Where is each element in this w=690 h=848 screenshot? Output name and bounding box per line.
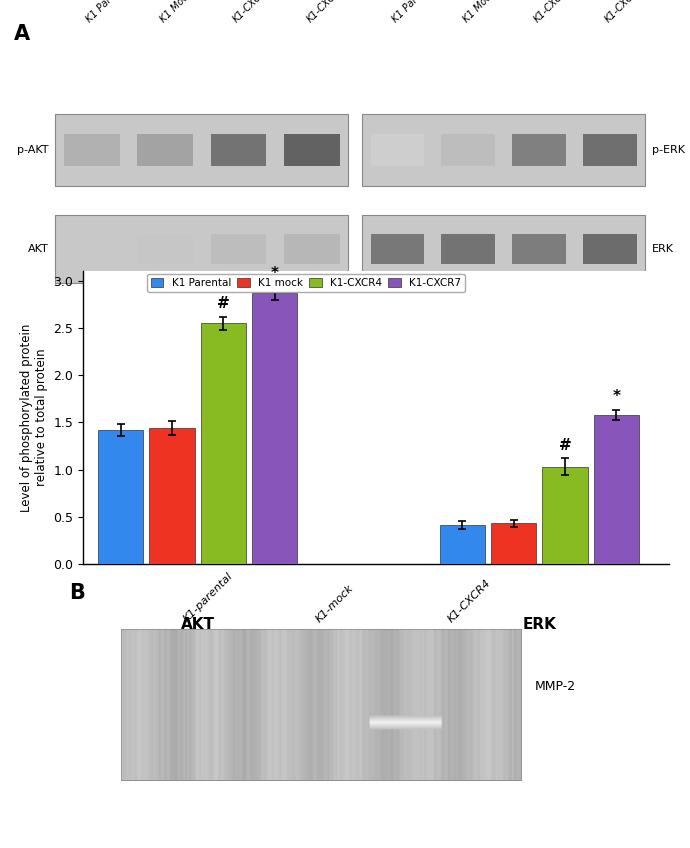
Bar xyxy=(371,234,424,265)
Bar xyxy=(149,428,195,564)
Legend: K1 Parental, K1 mock, K1-CXCR4, K1-CXCR7: K1 Parental, K1 mock, K1-CXCR4, K1-CXCR7 xyxy=(147,274,466,292)
Bar xyxy=(362,114,645,187)
Text: K1-parental: K1-parental xyxy=(181,572,235,624)
Text: K1-mock: K1-mock xyxy=(314,583,355,624)
Bar xyxy=(137,234,193,265)
Bar xyxy=(210,234,266,265)
Bar xyxy=(284,234,339,265)
Text: K1 Mock: K1 Mock xyxy=(158,0,195,25)
Bar xyxy=(64,134,120,166)
Text: AKT: AKT xyxy=(28,244,48,254)
Text: K1-CXCR4: K1-CXCR4 xyxy=(446,577,493,624)
Text: K1 Parental: K1 Parental xyxy=(391,0,437,25)
Bar xyxy=(210,134,266,166)
Bar xyxy=(440,525,485,564)
Text: K1 Mock: K1 Mock xyxy=(462,0,497,25)
Bar xyxy=(55,114,348,187)
Text: K1-CXCR7: K1-CXCR7 xyxy=(305,0,346,25)
Bar xyxy=(64,234,120,265)
Text: p-ERK: p-ERK xyxy=(652,145,685,155)
Bar xyxy=(491,523,536,564)
Bar xyxy=(137,134,193,166)
Text: *: * xyxy=(613,389,620,404)
Bar xyxy=(362,215,645,283)
Bar xyxy=(583,234,637,265)
Text: K1-CXCR7: K1-CXCR7 xyxy=(603,0,644,25)
Bar xyxy=(284,134,339,166)
Text: #: # xyxy=(217,296,230,311)
Text: AKT: AKT xyxy=(181,616,215,632)
Bar xyxy=(98,430,144,564)
Text: ERK: ERK xyxy=(652,244,674,254)
Text: ERK: ERK xyxy=(522,616,556,632)
Bar xyxy=(442,134,495,166)
Text: B: B xyxy=(69,583,85,603)
Bar xyxy=(512,134,566,166)
Bar xyxy=(442,234,495,265)
Bar xyxy=(593,415,639,564)
Text: p-AKT: p-AKT xyxy=(17,145,48,155)
Bar xyxy=(542,466,588,564)
Text: *: * xyxy=(270,265,279,281)
Text: K1-CXCR4: K1-CXCR4 xyxy=(231,0,273,25)
Text: #: # xyxy=(559,438,571,453)
Y-axis label: Level of phosphorylated protein
relative to total protein: Level of phosphorylated protein relative… xyxy=(19,323,48,512)
Bar xyxy=(121,628,521,780)
Bar xyxy=(55,215,348,283)
Text: K1-CXCR4: K1-CXCR4 xyxy=(532,0,574,25)
Text: A: A xyxy=(14,25,30,44)
Bar xyxy=(371,134,424,166)
Bar xyxy=(201,323,246,564)
Bar xyxy=(512,234,566,265)
Text: MMP-2: MMP-2 xyxy=(535,680,576,693)
Bar xyxy=(252,293,297,564)
Bar xyxy=(583,134,637,166)
Text: K1 Parental: K1 Parental xyxy=(85,0,132,25)
